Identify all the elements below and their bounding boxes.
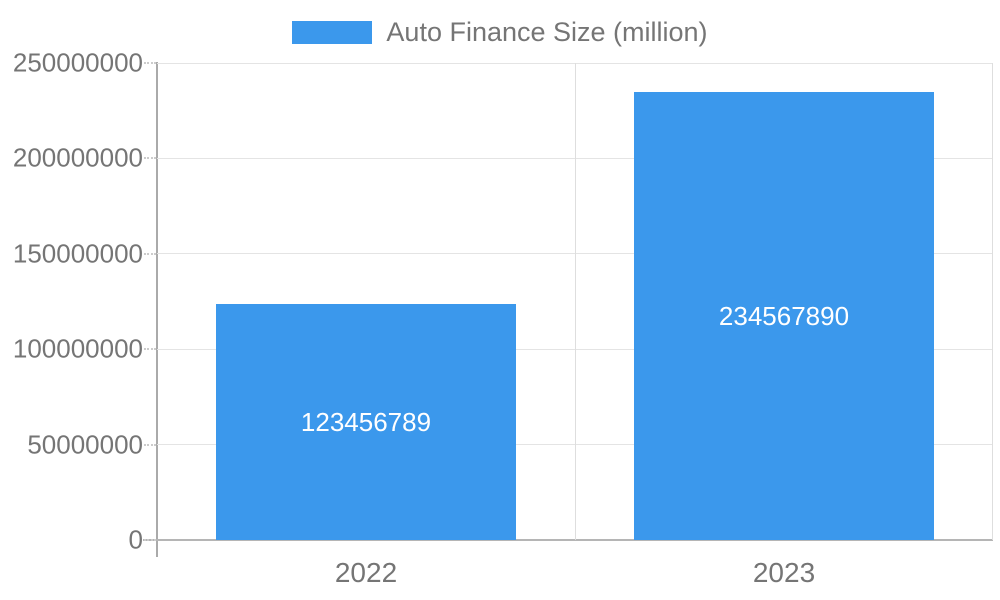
- y-tick-label: 150000000: [12, 238, 143, 269]
- x-tick-label-2023: 2023: [752, 557, 816, 588]
- gridline-vertical: [574, 63, 576, 540]
- legend-swatch: [292, 21, 373, 44]
- y-axis-labels: 0 50000000 100000000 150000000 200000000 2500…: [0, 48, 143, 555]
- y-tick-label: 250000000: [12, 47, 143, 78]
- y-tick-mark: [144, 348, 156, 351]
- y-tick-mark: [144, 62, 156, 64]
- chart-legend[interactable]: Auto Finance Size (million): [0, 17, 1000, 48]
- y-axis-ticks: [144, 62, 156, 541]
- plot-area: 123456789 234567890: [157, 62, 993, 540]
- y-tick-label: 50000000: [27, 429, 143, 460]
- plot-right-border: [992, 63, 993, 540]
- y-tick-label: 100000000: [12, 333, 143, 364]
- x-axis-labels: 2022 2023: [157, 557, 993, 591]
- y-tick-label: 200000000: [12, 142, 143, 173]
- bar-2023: 234567890: [634, 92, 934, 540]
- legend-label: Auto Finance Size (million): [386, 17, 708, 47]
- y-tick-mark: [144, 539, 156, 541]
- y-axis-line: [156, 62, 158, 557]
- x-tick-label-2022: 2022: [334, 557, 398, 588]
- bar-value-label: 234567890: [718, 300, 850, 331]
- bar-2022: 123456789: [216, 304, 516, 540]
- x-axis-line: [143, 539, 993, 541]
- y-tick-mark: [144, 157, 156, 160]
- y-tick-mark: [144, 443, 156, 446]
- y-tick-mark: [144, 252, 156, 255]
- bar-value-label: 123456789: [300, 406, 432, 437]
- y-tick-label: 0: [128, 524, 143, 555]
